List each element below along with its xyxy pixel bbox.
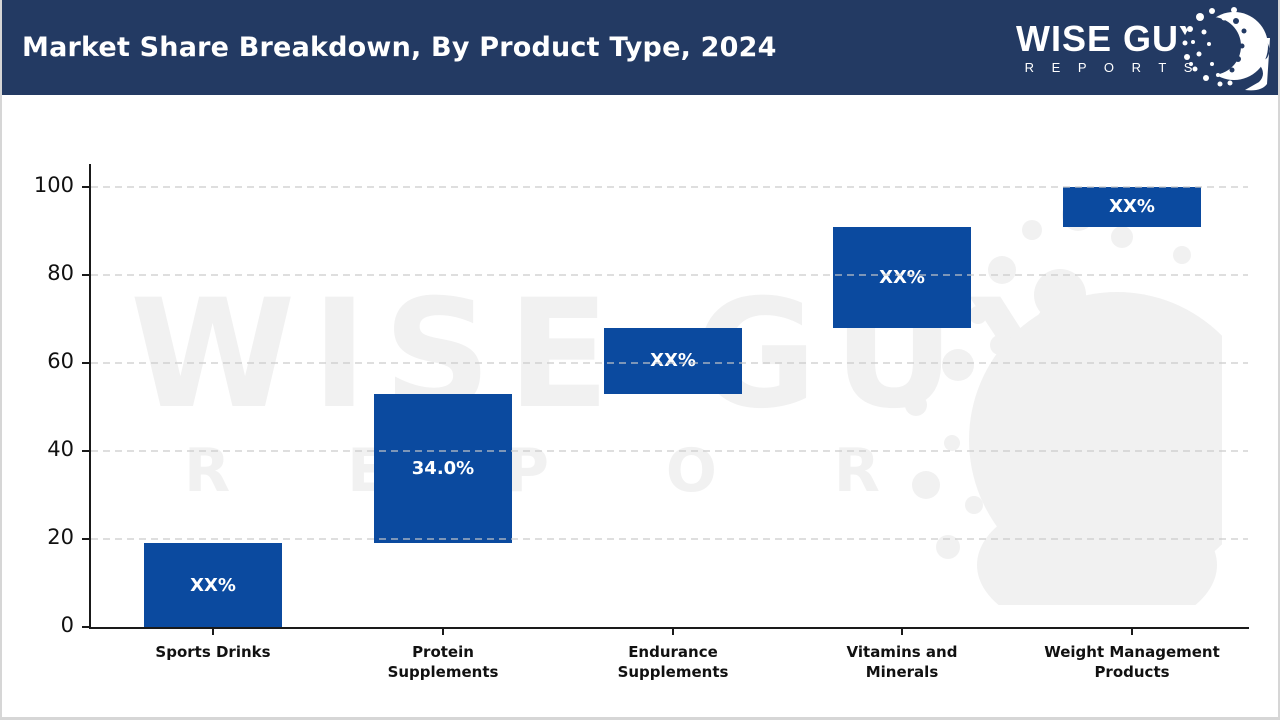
- x-tick: [1131, 629, 1133, 635]
- category-line: Supplements: [617, 663, 729, 681]
- y-tick: [82, 450, 91, 452]
- y-tick: [82, 274, 91, 276]
- grid-line: [91, 186, 1248, 188]
- bar-value-label: XX%: [879, 266, 925, 288]
- y-axis-line: [89, 164, 91, 629]
- x-tick: [442, 629, 444, 635]
- bar-value-label: 34.0%: [411, 458, 475, 480]
- bar-value-label: XX%: [1109, 196, 1155, 218]
- category-line: Endurance: [628, 643, 718, 661]
- y-tick: [82, 538, 91, 540]
- grid-line: [91, 538, 1248, 540]
- grid-line: [91, 450, 1248, 452]
- logo-text: WISE GUY R E P O R T S: [1015, 18, 1204, 76]
- bar: XX%: [604, 327, 742, 394]
- y-tick: [82, 186, 91, 188]
- x-category-label: Endurance Supplements: [553, 642, 793, 682]
- watermark-head-icon: [905, 187, 1222, 605]
- y-tick-label: 40: [47, 437, 74, 461]
- logo-reports-label: R E P O R T S: [1024, 60, 1200, 75]
- y-tick: [82, 626, 91, 628]
- wiseguy-logo: WISE GUY R E P O R T S: [1016, 4, 1270, 92]
- x-category-label: Sports Drinks: [93, 642, 333, 662]
- header-bar: Market Share Breakdown, By Product Type,…: [2, 0, 1278, 95]
- chart-title: Market Share Breakdown, By Product Type,…: [22, 32, 777, 63]
- grid-line: [91, 362, 1248, 364]
- y-tick-label: 80: [47, 261, 74, 285]
- logo-head-icon: [1182, 7, 1270, 91]
- y-tick-label: 20: [47, 525, 74, 549]
- bar: 34.0%: [374, 393, 512, 544]
- bar-value-label: XX%: [650, 350, 696, 372]
- bar: XX%: [1063, 187, 1201, 227]
- x-axis-line: [89, 627, 1249, 629]
- category-line: Sports Drinks: [155, 643, 271, 661]
- x-category-label: Weight Management Products: [1012, 642, 1252, 682]
- x-category-label: Vitamins and Minerals: [782, 642, 1022, 682]
- x-tick: [672, 629, 674, 635]
- y-tick-label: 60: [47, 349, 74, 373]
- category-line: Vitamins and: [846, 643, 958, 661]
- x-category-label: Protein Supplements: [323, 642, 563, 682]
- category-line: Supplements: [387, 663, 499, 681]
- y-tick-label: 100: [33, 173, 74, 197]
- category-line: Protein: [412, 643, 474, 661]
- bar: XX%: [144, 543, 282, 627]
- category-line: Products: [1094, 663, 1170, 681]
- category-line: Weight Management: [1044, 643, 1220, 661]
- logo-wiseguy-label: WISE GUY: [1015, 18, 1204, 59]
- bar-value-label: XX%: [190, 574, 236, 596]
- category-line: Minerals: [865, 663, 939, 681]
- bar: XX%: [833, 226, 971, 328]
- x-tick: [901, 629, 903, 635]
- y-tick: [82, 362, 91, 364]
- y-tick-label: 0: [60, 613, 74, 637]
- x-tick: [212, 629, 214, 635]
- grid-line: [91, 274, 1248, 276]
